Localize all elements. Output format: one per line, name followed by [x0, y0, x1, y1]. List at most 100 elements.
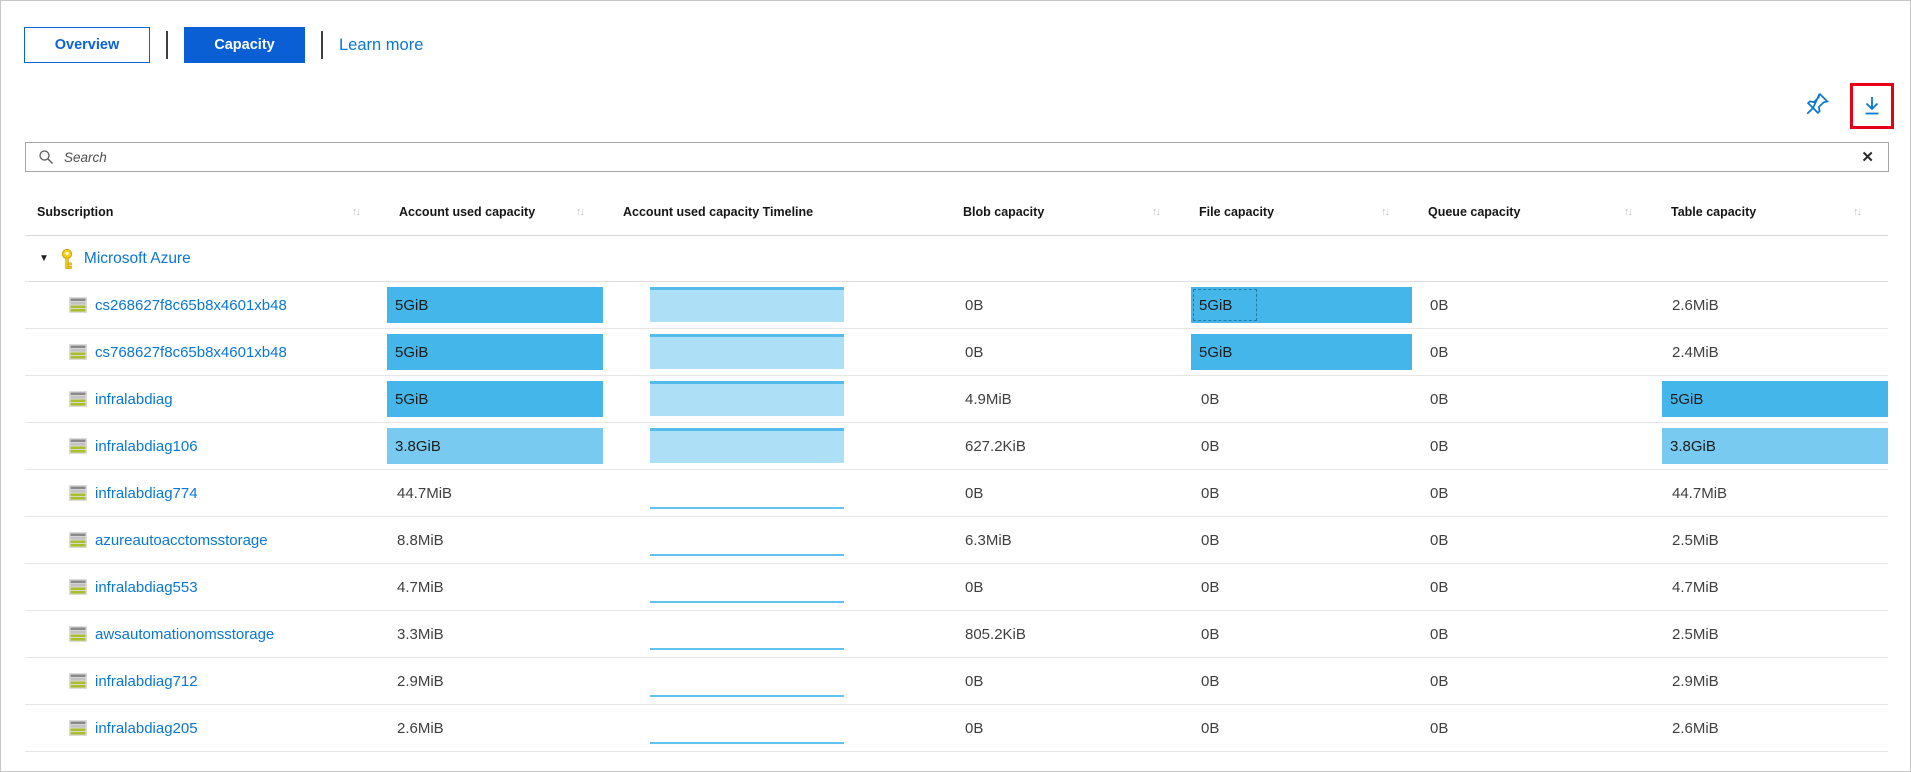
- storage-account-icon: [69, 673, 87, 689]
- table-row[interactable]: infralabdiag 5GiB 4.9MiB 0B 0B 5GiB: [25, 376, 1888, 423]
- storage-account-link[interactable]: azureautoacctomsstorage: [95, 531, 268, 549]
- file-capacity-cell: 0B: [1201, 578, 1220, 596]
- column-header-file-capacity[interactable]: File capacity ↑↓: [1199, 205, 1390, 219]
- table-row[interactable]: infralabdiag774 44.7MiB 0B 0B 0B 44.7MiB: [25, 470, 1888, 517]
- storage-account-link[interactable]: infralabdiag205: [95, 719, 198, 737]
- timeline-sparkline: [650, 381, 844, 416]
- account-used-capacity-timeline-cell: [611, 658, 951, 704]
- storage-account-link[interactable]: infralabdiag712: [95, 672, 198, 690]
- storage-account-icon: [69, 344, 87, 360]
- learn-more-link[interactable]: Learn more: [339, 35, 424, 54]
- sort-icon: ↑↓: [352, 206, 361, 218]
- search-input[interactable]: [64, 149, 1862, 165]
- storage-account-icon: [69, 720, 87, 736]
- table-row[interactable]: awsautomationomsstorage 3.3MiB 805.2KiB …: [25, 611, 1888, 658]
- subscription-group-row[interactable]: ▼ Microsoft Azure: [25, 236, 1888, 282]
- tab-overview[interactable]: Overview: [24, 27, 150, 63]
- table-capacity-cell: 2.4MiB: [1672, 343, 1719, 361]
- storage-account-icon: [69, 579, 87, 595]
- table-capacity-cell: 2.9MiB: [1672, 672, 1719, 690]
- storage-account-link[interactable]: cs268627f8c65b8x4601xb48: [95, 296, 287, 314]
- table-capacity-cell: 2.6MiB: [1672, 719, 1719, 737]
- clear-search-icon[interactable]: ✕: [1861, 148, 1874, 166]
- column-header-subscription[interactable]: Subscription ↑↓: [37, 205, 361, 219]
- queue-capacity-cell: 0B: [1430, 484, 1449, 502]
- account-used-capacity-timeline-cell: [611, 705, 951, 751]
- account-used-capacity-cell: 44.7MiB: [397, 484, 453, 502]
- subscription-key-icon: [59, 248, 75, 270]
- storage-account-icon: [69, 485, 87, 501]
- timeline-sparkline: [650, 428, 844, 463]
- file-capacity-cell: 0B: [1201, 719, 1220, 737]
- column-header-account-used-capacity-timeline[interactable]: Account used capacity Timeline: [623, 205, 814, 219]
- queue-capacity-cell: 0B: [1430, 531, 1449, 549]
- tab-divider: [166, 31, 168, 59]
- account-used-capacity-cell: 2.9MiB: [397, 672, 444, 690]
- tab-capacity[interactable]: Capacity: [184, 27, 305, 63]
- column-header-table-capacity[interactable]: Table capacity ↑↓: [1671, 205, 1862, 219]
- file-capacity-cell: 5GiB: [1191, 334, 1412, 370]
- account-used-capacity-cell: 5GiB: [387, 381, 603, 417]
- storage-account-link[interactable]: cs768627f8c65b8x4601xb48: [95, 343, 287, 361]
- queue-capacity-cell: 0B: [1430, 625, 1449, 643]
- account-used-capacity-timeline-cell: [611, 517, 951, 563]
- account-used-capacity-cell: 4.7MiB: [397, 578, 444, 596]
- table-row[interactable]: cs768627f8c65b8x4601xb48 5GiB 0B 5GiB 0B…: [25, 329, 1888, 376]
- timeline-sparkline: [650, 601, 844, 603]
- queue-capacity-cell: 0B: [1430, 578, 1449, 596]
- storage-account-link[interactable]: infralabdiag774: [95, 484, 198, 502]
- table-body: cs268627f8c65b8x4601xb48 5GiB 0B 5GiB 0B…: [25, 282, 1888, 752]
- table-row[interactable]: infralabdiag553 4.7MiB 0B 0B 0B 4.7MiB: [25, 564, 1888, 611]
- account-used-capacity-cell: 3.3MiB: [397, 625, 444, 643]
- blob-capacity-cell: 0B: [965, 578, 984, 596]
- storage-account-link[interactable]: infralabdiag553: [95, 578, 198, 596]
- table-capacity-cell: 2.6MiB: [1672, 296, 1719, 314]
- table-capacity-cell: 2.5MiB: [1672, 625, 1719, 643]
- queue-capacity-cell: 0B: [1430, 719, 1449, 737]
- timeline-sparkline: [650, 507, 844, 509]
- table-row[interactable]: infralabdiag712 2.9MiB 0B 0B 0B 2.9MiB: [25, 658, 1888, 705]
- view-tabs: Overview Capacity Learn more: [24, 27, 423, 63]
- capacity-table: Subscription ↑↓ Account used capacity ↑↓…: [25, 189, 1888, 752]
- blob-capacity-cell: 6.3MiB: [965, 531, 1012, 549]
- table-row[interactable]: azureautoacctomsstorage 8.8MiB 6.3MiB 0B…: [25, 517, 1888, 564]
- account-used-capacity-timeline-cell: [611, 423, 951, 469]
- column-header-account-used-capacity[interactable]: Account used capacity ↑↓: [399, 205, 585, 219]
- storage-account-icon: [69, 626, 87, 642]
- file-capacity-cell: 0B: [1201, 484, 1220, 502]
- sort-icon: ↑↓: [1381, 206, 1390, 218]
- account-used-capacity-timeline-cell: [611, 470, 951, 516]
- table-capacity-cell: 4.7MiB: [1672, 578, 1719, 596]
- queue-capacity-cell: 0B: [1430, 343, 1449, 361]
- storage-account-link[interactable]: infralabdiag: [95, 390, 173, 408]
- column-header-queue-capacity[interactable]: Queue capacity ↑↓: [1428, 205, 1633, 219]
- column-header-blob-capacity[interactable]: Blob capacity ↑↓: [963, 205, 1161, 219]
- timeline-sparkline: [650, 334, 844, 369]
- table-row[interactable]: cs268627f8c65b8x4601xb48 5GiB 0B 5GiB 0B…: [25, 282, 1888, 329]
- storage-account-link[interactable]: awsautomationomsstorage: [95, 625, 275, 643]
- collapse-triangle-icon[interactable]: ▼: [39, 253, 49, 264]
- sort-icon: ↑↓: [1853, 206, 1862, 218]
- timeline-sparkline: [650, 287, 844, 322]
- account-used-capacity-cell: 3.8GiB: [387, 428, 603, 464]
- timeline-sparkline: [650, 648, 844, 650]
- file-capacity-cell: 0B: [1201, 390, 1220, 408]
- account-used-capacity-cell: 8.8MiB: [397, 531, 444, 549]
- timeline-sparkline: [650, 554, 844, 556]
- storage-account-link[interactable]: infralabdiag106: [95, 437, 198, 455]
- timeline-sparkline: [650, 695, 844, 697]
- file-capacity-cell: 0B: [1201, 672, 1220, 690]
- queue-capacity-cell: 0B: [1430, 390, 1449, 408]
- download-button-highlighted[interactable]: [1850, 83, 1894, 129]
- account-used-capacity-cell: 5GiB: [387, 287, 603, 323]
- search-icon: [39, 150, 53, 164]
- storage-account-icon: [69, 297, 87, 313]
- subscription-name[interactable]: Microsoft Azure: [83, 249, 191, 267]
- table-row[interactable]: infralabdiag205 2.6MiB 0B 0B 0B 2.6MiB: [25, 705, 1888, 752]
- queue-capacity-cell: 0B: [1430, 296, 1449, 314]
- pin-icon[interactable]: [1800, 87, 1834, 121]
- file-capacity-cell: 0B: [1201, 437, 1220, 455]
- blob-capacity-cell: 0B: [965, 343, 984, 361]
- table-row[interactable]: infralabdiag106 3.8GiB 627.2KiB 0B 0B 3.…: [25, 423, 1888, 470]
